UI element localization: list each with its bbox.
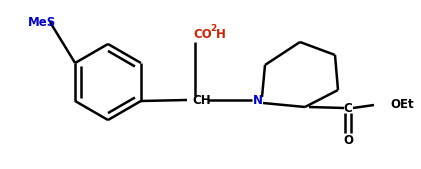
Text: O: O [343, 134, 353, 147]
Text: MeS: MeS [28, 16, 56, 29]
Text: H: H [216, 29, 226, 42]
Text: C: C [344, 102, 352, 115]
Text: 2: 2 [210, 24, 216, 33]
Text: N: N [253, 93, 263, 106]
Text: OEt: OEt [390, 99, 413, 112]
Text: CH: CH [192, 93, 210, 106]
Text: CO: CO [193, 29, 212, 42]
